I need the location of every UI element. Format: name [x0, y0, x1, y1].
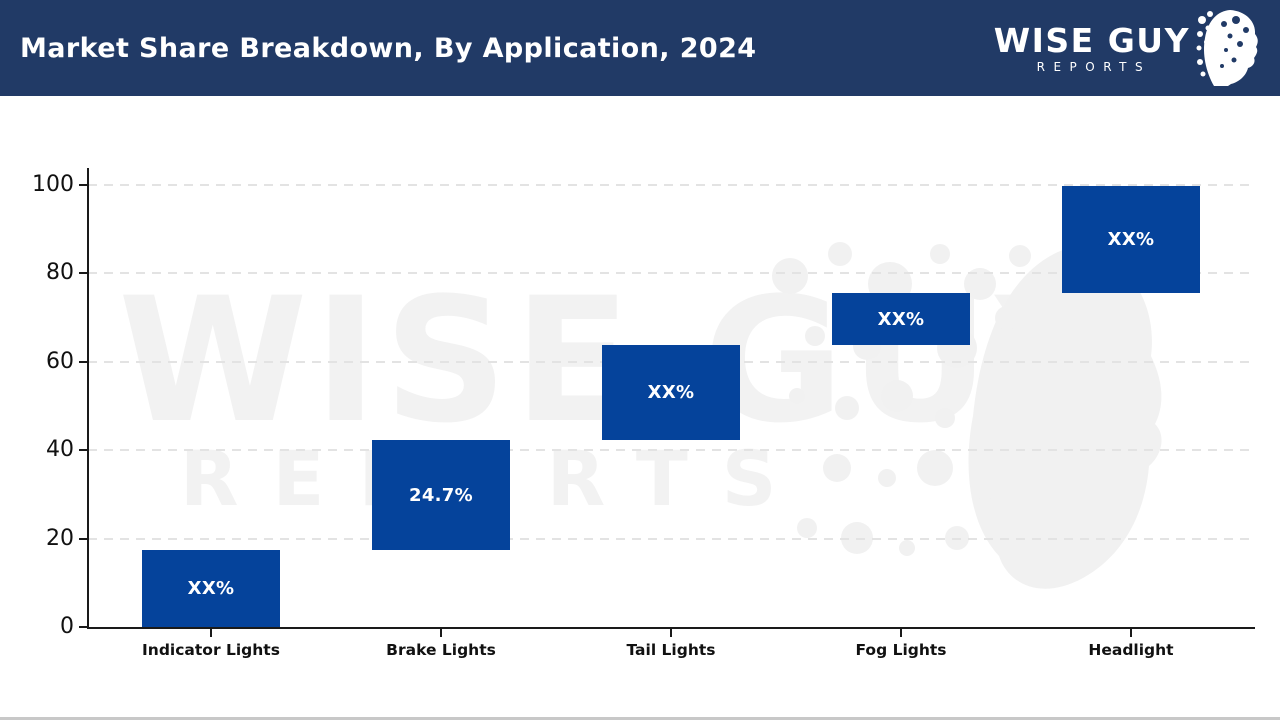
y-tick-label-60: 60	[46, 348, 74, 374]
bar-value-label: XX%	[1107, 228, 1155, 250]
brand-name: WISE GUY	[993, 20, 1190, 60]
gridline-40	[88, 449, 1255, 452]
y-tick-label-0: 0	[60, 614, 74, 639]
brand-logo: WISE GUY REPORTS	[994, 6, 1262, 90]
x-tick-0	[210, 629, 212, 637]
x-tick-2	[670, 629, 672, 637]
y-tick-40	[79, 449, 88, 452]
page-title: Market Share Breakdown, By Application, …	[20, 32, 757, 64]
y-tick-80	[79, 272, 88, 275]
y-tick-label-80: 80	[46, 260, 74, 286]
x-category-label: Headlight	[1088, 641, 1174, 659]
y-tick-100	[79, 184, 88, 186]
x-category-label: Fog Lights	[855, 641, 947, 659]
y-tick-label-40: 40	[46, 437, 74, 463]
bottom-border	[0, 717, 1280, 720]
chart-area: WISE GUY REPORTS	[0, 96, 1280, 720]
bar-value-label: 24.7%	[409, 484, 473, 506]
bar-brake-lights: 24.7%	[372, 440, 510, 550]
dotted-face-profile-icon	[1194, 6, 1262, 90]
bar-value-label: XX%	[187, 578, 235, 600]
gridline-100	[88, 184, 1255, 186]
gridline-20	[88, 537, 1255, 540]
gridline-80	[88, 272, 1255, 275]
x-tick-4	[1130, 629, 1132, 637]
y-tick-0	[79, 626, 88, 628]
bar-headlight: XX%	[1062, 185, 1200, 293]
bar-tail-lights: XX%	[602, 345, 740, 441]
x-category-label: Tail Lights	[626, 641, 716, 659]
bar-value-label: XX%	[647, 382, 695, 403]
y-axis-line	[87, 168, 89, 629]
x-tick-3	[900, 629, 902, 637]
bar-fog-lights: XX%	[832, 293, 970, 345]
y-tick-label-100: 100	[32, 172, 74, 197]
bar-value-label: XX%	[877, 308, 925, 330]
x-tick-1	[440, 629, 442, 637]
y-tick-label-20: 20	[46, 525, 74, 551]
x-axis-line	[87, 627, 1255, 629]
x-category-label: Indicator Lights	[142, 641, 280, 659]
brand-subtitle: REPORTS	[1036, 59, 1152, 74]
y-tick-20	[79, 537, 88, 540]
x-category-label: Brake Lights	[386, 641, 496, 659]
brand-logo-text: WISE GUY REPORTS	[994, 24, 1190, 73]
y-tick-60	[79, 360, 88, 363]
bar-indicator-lights: XX%	[142, 550, 280, 627]
header-bar: Market Share Breakdown, By Application, …	[0, 0, 1280, 96]
